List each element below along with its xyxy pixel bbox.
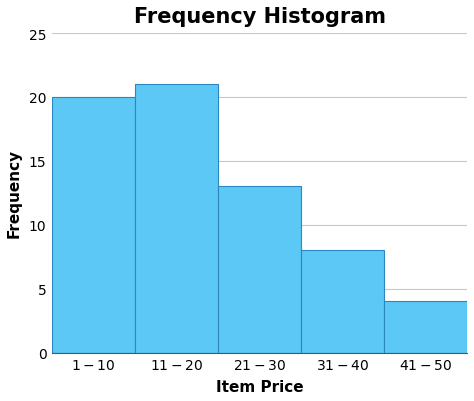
Bar	[52, 98, 135, 352]
Bar	[301, 251, 384, 352]
Bar	[135, 85, 218, 352]
Bar	[384, 302, 467, 352]
Bar	[218, 187, 301, 352]
Y-axis label: Frequency: Frequency	[7, 149, 22, 238]
Title: Frequency Histogram: Frequency Histogram	[134, 7, 385, 27]
X-axis label: Item Price: Item Price	[216, 379, 303, 394]
